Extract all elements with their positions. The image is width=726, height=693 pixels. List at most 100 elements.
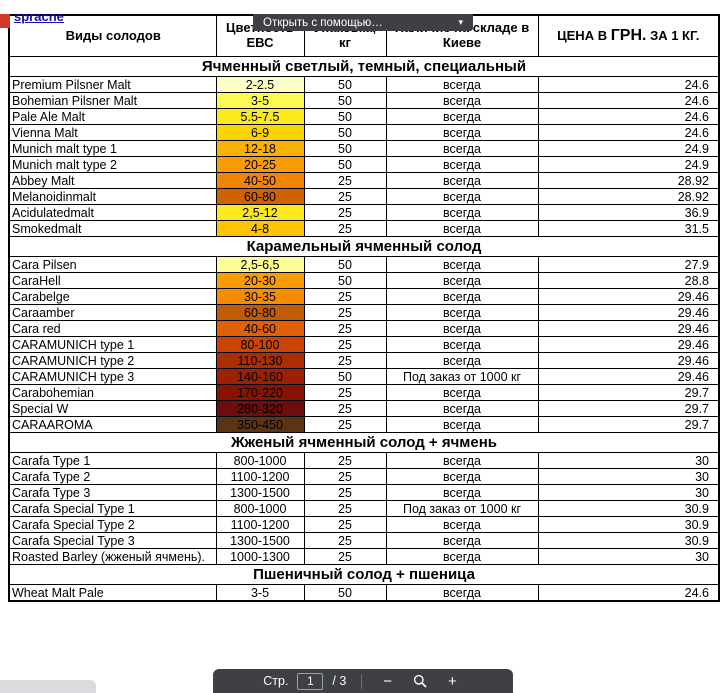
price-value-cell: 28.92 [537, 172, 720, 189]
section-header-row: Ячменный светлый, темный, специальный [8, 56, 720, 77]
stock-value-cell: всегда [385, 548, 539, 565]
price-value-cell: 30.9 [537, 532, 720, 549]
ebc-value-cell: 30-35 [215, 288, 305, 305]
malt-name-cell: Carafa Type 2 [8, 468, 217, 485]
price-header-grn: ГРН. [610, 26, 647, 44]
malt-name-cell: Carafa Special Type 3 [8, 532, 217, 549]
pack-value-cell: 25 [303, 500, 387, 517]
table-row: Cara red 40-60 25 всегда 29.46 [8, 320, 720, 337]
stock-value-cell: всегда [385, 516, 539, 533]
pack-value-cell: 25 [303, 548, 387, 565]
price-value-cell: 30 [537, 452, 720, 469]
ebc-value-cell: 4-8 [215, 220, 305, 237]
price-value-cell: 24.6 [537, 76, 720, 93]
zoom-in-button[interactable]: + [442, 674, 463, 689]
ebc-value-cell: 80-100 [215, 336, 305, 353]
stock-value-cell: всегда [385, 204, 539, 221]
malt-name-cell: CARAMUNICH type 2 [8, 352, 217, 369]
price-value-cell: 29.46 [537, 288, 720, 305]
ebc-value-cell: 1100-1200 [215, 516, 305, 533]
pack-value-cell: 25 [303, 384, 387, 401]
stock-value-cell: всегда [385, 416, 539, 433]
ebc-value-cell: 40-50 [215, 172, 305, 189]
stock-value-cell: всегда [385, 320, 539, 337]
table-row: Carabohemian 170-220 25 всегда 29.7 [8, 384, 720, 401]
pack-value-cell: 50 [303, 584, 387, 602]
pack-value-cell: 50 [303, 92, 387, 109]
price-value-cell: 28.92 [537, 188, 720, 205]
section-title: Ячменный светлый, темный, специальный [8, 56, 720, 77]
table-row: CARAMUNICH type 3 140-160 50 Под заказ о… [8, 368, 720, 385]
stock-value-cell: всегда [385, 108, 539, 125]
table-row: Munich malt type 1 12-18 50 всегда 24.9 [8, 140, 720, 157]
table-row: CaraHell 20-30 50 всегда 28.8 [8, 272, 720, 289]
malt-name-cell: Smokedmalt [8, 220, 217, 237]
pack-value-cell: 25 [303, 352, 387, 369]
malt-name-cell: Bohemian Pilsner Malt [8, 92, 217, 109]
stock-value-cell: всегда [385, 288, 539, 305]
pack-value-cell: 25 [303, 400, 387, 417]
stock-value-cell: всегда [385, 76, 539, 93]
zoom-fit-button[interactable] [407, 674, 433, 688]
price-value-cell: 36.9 [537, 204, 720, 221]
stock-value-cell: всегда [385, 584, 539, 602]
stock-value-cell: всегда [385, 384, 539, 401]
price-value-cell: 29.7 [537, 400, 720, 417]
table-row: CARAMUNICH type 1 80-100 25 всегда 29.46 [8, 336, 720, 353]
price-value-cell: 24.6 [537, 584, 720, 602]
ebc-value-cell: 110-130 [215, 352, 305, 369]
table-row: Bohemian Pilsner Malt 3-5 50 всегда 24.6 [8, 92, 720, 109]
malt-name-cell: CARAMUNICH type 3 [8, 368, 217, 385]
malt-name-cell: Acidulatedmalt [8, 204, 217, 221]
malt-name-cell: Special W [8, 400, 217, 417]
zoom-out-button[interactable]: − [377, 674, 398, 689]
page-total: / 3 [332, 674, 347, 688]
ebc-value-cell: 1300-1500 [215, 532, 305, 549]
table-row: Carafa Special Type 2 1100-1200 25 всегд… [8, 516, 720, 533]
section-title: Жженый ячменный солод + ячмень [8, 432, 720, 453]
ebc-value-cell: 2,5-12 [215, 204, 305, 221]
bottom-left-panel[interactable] [0, 680, 96, 693]
pack-value-cell: 50 [303, 108, 387, 125]
stock-value-cell: Под заказ от 1000 кг [385, 500, 539, 517]
ebc-value-cell: 280-320 [215, 400, 305, 417]
table-row: Carafa Special Type 3 1300-1500 25 всегд… [8, 532, 720, 549]
pack-value-cell: 25 [303, 172, 387, 189]
open-with-button[interactable]: Открыть с помощью… ▾ [253, 14, 473, 31]
price-value-cell: 30 [537, 468, 720, 485]
language-link-fragment[interactable]: sprache [14, 14, 64, 24]
pack-value-cell: 25 [303, 288, 387, 305]
pack-value-cell: 25 [303, 452, 387, 469]
toolbar-divider [361, 673, 363, 689]
ebc-value-cell: 2-2.5 [215, 76, 305, 93]
page-label: Стр. [263, 674, 289, 688]
col-header-types: Виды солодов [8, 14, 217, 57]
pack-value-cell: 25 [303, 468, 387, 485]
stock-value-cell: всегда [385, 304, 539, 321]
price-value-cell: 29.7 [537, 416, 720, 433]
ebc-value-cell: 60-80 [215, 304, 305, 321]
stock-value-cell: Под заказ от 1000 кг [385, 368, 539, 385]
price-value-cell: 30 [537, 484, 720, 501]
pack-value-cell: 25 [303, 188, 387, 205]
pack-value-cell: 50 [303, 256, 387, 273]
pack-value-cell: 25 [303, 416, 387, 433]
pager-toolbar: Стр. 1 / 3 − + [213, 669, 513, 693]
stock-value-cell: всегда [385, 140, 539, 157]
ebc-value-cell: 20-25 [215, 156, 305, 173]
stock-value-cell: всегда [385, 220, 539, 237]
malt-name-cell: Melanoidinmalt [8, 188, 217, 205]
section-title: Пшеничный солод + пшеница [8, 564, 720, 585]
page-input[interactable]: 1 [297, 672, 324, 690]
price-value-cell: 29.46 [537, 304, 720, 321]
malt-name-cell: Cara red [8, 320, 217, 337]
section-header-row: Пшеничный солод + пшеница [8, 564, 720, 585]
table-row: Caraamber 60-80 25 всегда 29.46 [8, 304, 720, 321]
table-row: CARAMUNICH type 2 110-130 25 всегда 29.4… [8, 352, 720, 369]
stock-value-cell: всегда [385, 336, 539, 353]
ebc-value-cell: 170-220 [215, 384, 305, 401]
ebc-value-cell: 12-18 [215, 140, 305, 157]
pack-value-cell: 50 [303, 76, 387, 93]
ebc-value-cell: 350-450 [215, 416, 305, 433]
stock-value-cell: всегда [385, 156, 539, 173]
